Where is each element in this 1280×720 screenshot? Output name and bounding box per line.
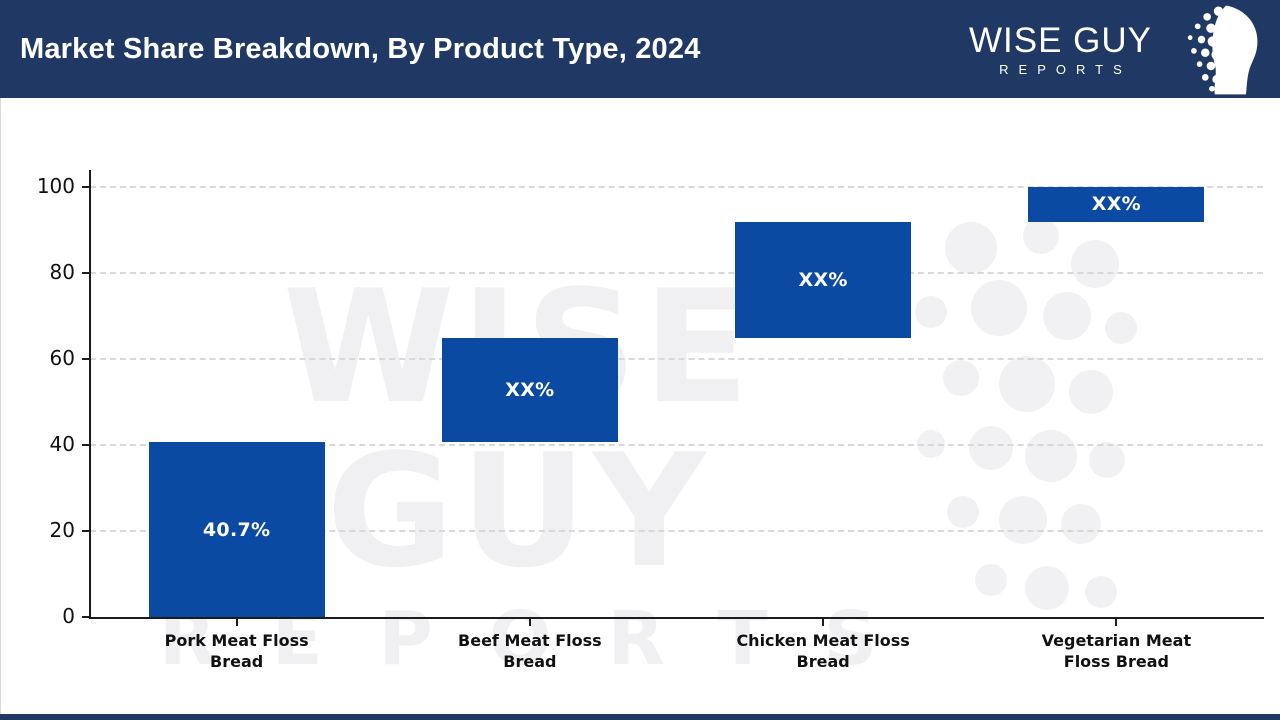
bar-value-label-beef-meat-floss-bread: XX% (505, 378, 555, 401)
y-tick-60 (82, 358, 89, 361)
y-tick-label-40: 40 (49, 432, 75, 457)
header-band: Market Share Breakdown, By Product Type,… (0, 0, 1280, 98)
bar-beef-meat-floss-bread: XX% (441, 337, 618, 443)
y-tick-label-0: 0 (62, 604, 75, 628)
gridline-100 (90, 186, 1263, 189)
bar-value-label-pork-meat-floss-bread: 40.7% (202, 518, 271, 541)
x-category-label-chicken-meat-floss-bread: Chicken Meat Floss Bread (736, 631, 910, 671)
gridline-80 (90, 272, 1263, 275)
footer-band (0, 714, 1280, 720)
x-category-label-pork-meat-floss-bread: Pork Meat Floss Bread (164, 631, 309, 671)
x-tick-beef-meat-floss-bread (528, 619, 531, 626)
bar-pork-meat-floss-bread: 40.7% (148, 442, 325, 617)
y-tick-0 (82, 616, 89, 618)
wise-guy-head-icon (1187, 5, 1258, 95)
brand-subtitle: REPORTS (999, 61, 1132, 77)
x-tick-chicken-meat-floss-bread (822, 619, 825, 626)
brand-logo: WISE GUY REPORTS (969, 3, 1262, 95)
x-category-label-vegetarian-meat-floss-bread: Vegetarian Meat Floss Bread (1041, 631, 1192, 671)
y-tick-label-60: 60 (49, 346, 75, 371)
chart-canvas: WISE GUY REPORTS (0, 98, 1280, 714)
y-tick-label-20: 20 (49, 518, 75, 543)
y-tick-label-80: 80 (49, 260, 75, 285)
gridline-20 (90, 530, 1263, 533)
y-tick-80 (82, 272, 89, 275)
brand-name: WISE GUY (968, 20, 1152, 60)
bar-vegetarian-meat-floss-bread: XX% (1028, 187, 1205, 222)
bar-value-label-chicken-meat-floss-bread: XX% (798, 268, 848, 291)
gridline-40 (90, 444, 1263, 447)
y-tick-100 (82, 186, 89, 189)
gridline-60 (90, 358, 1263, 361)
y-tick-40 (82, 444, 89, 447)
y-axis-line (89, 170, 91, 619)
x-category-label-beef-meat-floss-bread: Beef Meat Floss Bread (458, 631, 602, 671)
x-tick-vegetarian-meat-floss-bread (1115, 619, 1118, 626)
y-tick-label-100: 100 (36, 174, 75, 199)
x-tick-pork-meat-floss-bread (235, 619, 238, 626)
x-axis-line (89, 617, 1264, 619)
bar-chicken-meat-floss-bread: XX% (735, 221, 912, 338)
y-tick-20 (82, 530, 89, 533)
bar-value-label-vegetarian-meat-floss-bread: XX% (1091, 193, 1141, 216)
page-title: Market Share Breakdown, By Product Type,… (20, 32, 701, 65)
brand-logo-text: WISE GUY REPORTS (969, 23, 1152, 76)
